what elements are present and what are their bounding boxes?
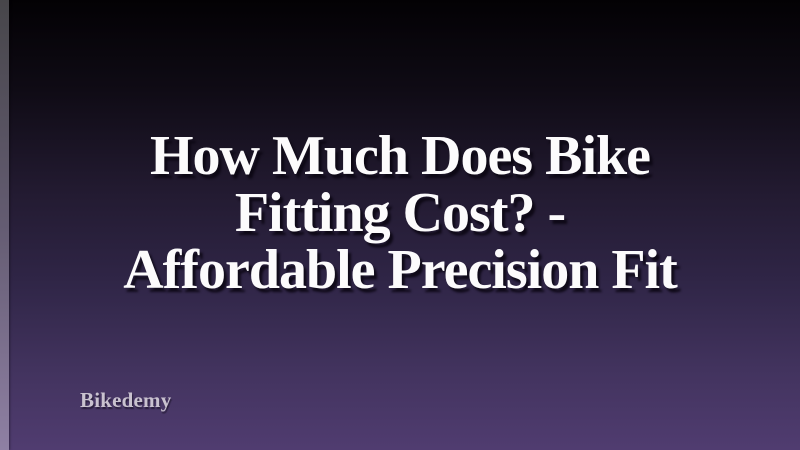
brand-logo-text: Bikedemy bbox=[80, 388, 172, 412]
left-edge-highlight bbox=[0, 0, 9, 450]
title-line-1: How Much Does Bike bbox=[150, 125, 651, 187]
title-line-2: Fitting Cost? - bbox=[234, 182, 566, 244]
title-line-3: Affordable Precision Fit bbox=[123, 239, 678, 301]
page-title: How Much Does Bike Fitting Cost? - Affor… bbox=[0, 128, 800, 299]
